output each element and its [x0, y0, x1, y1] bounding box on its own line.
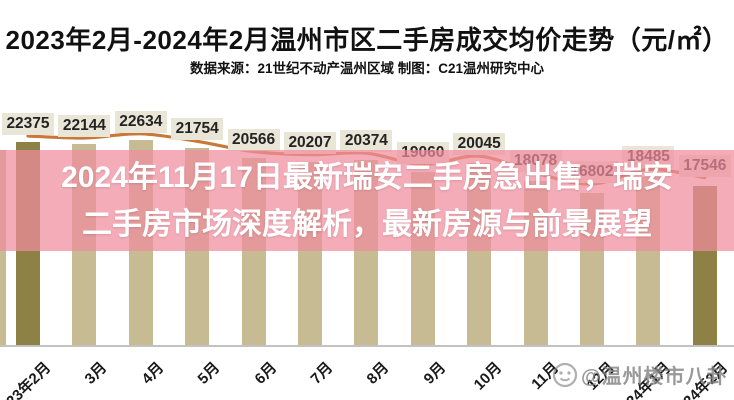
bar-value-label: 22634 — [114, 110, 167, 133]
bar-value-label: 20566 — [227, 128, 280, 151]
article-title-banner: 2024年11月17日最新瑞安二手房急出售，瑞安 二手房市场深度解析，最新房源与… — [0, 150, 734, 251]
bar-value-label: 21754 — [171, 118, 224, 141]
watermark-handle: @温州楼市八卦 — [581, 366, 728, 388]
x-axis-label: 2023年2月 — [0, 359, 55, 400]
chart-source-line: 数据来源：21世纪不动产温州区域 制图：C21温州研究中心 — [189, 61, 545, 76]
bar-value-label: 22375 — [2, 113, 54, 135]
bar-value-label: 22144 — [58, 114, 111, 137]
banner-title-line2: 二手房市场深度解析，最新房源与前景展望 — [82, 208, 652, 241]
watermark: @温州楼市八卦 — [552, 360, 728, 389]
banner-title-line1: 2024年11月17日最新瑞安二手房急出售，瑞安 — [61, 161, 673, 194]
bar-value-label: 20374 — [340, 130, 393, 153]
smiley-face-icon — [552, 362, 578, 387]
chart-title: 2023年2月-2024年2月温州市区二手房成交均价走势（元/㎡） — [5, 25, 729, 55]
x-axis-line — [0, 345, 734, 347]
